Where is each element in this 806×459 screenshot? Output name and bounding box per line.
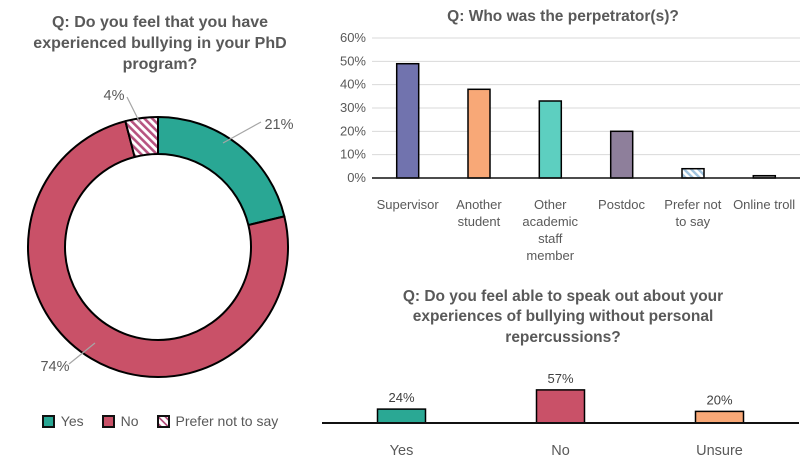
y-axis-tick-label: 40% (340, 77, 366, 92)
legend-label-no: No (120, 413, 139, 430)
perpetrator-bar-svg: 0% 10% 20% 30% 40% 50% 60% (340, 30, 800, 185)
y-axis-tick-label: 10% (340, 147, 366, 162)
legend-label-yes: Yes (60, 413, 84, 430)
x-axis-label-another-student: Another student (456, 197, 502, 229)
donut-label-leader-no (68, 342, 96, 365)
speak-out-bar-svg: 24% 57% 20% (322, 371, 799, 424)
speakout-bar-chart: 24% 57% 20% (320, 361, 806, 436)
bar-other-academic-staff-member (538, 100, 563, 179)
perpetrator-chart-block: Q: Who was the perpetrator(s)? 0% 10% 20% 3… (320, 8, 806, 265)
donut-svg: 21% 74% 4% (27, 88, 294, 379)
bar-yes (376, 408, 427, 424)
perpetrator-x-axis-labels: Supervisor Another student Other academic … (372, 197, 806, 265)
legend-label-prefer-not-to-say: Prefer not to say (175, 413, 279, 430)
y-axis-tick-label: 0% (347, 170, 366, 185)
speakout-x-axis-labels: Yes No Unsure (322, 443, 806, 459)
donut-chart-title: Q: Do you feel that you have experienced… (33, 14, 287, 74)
x-axis-label-unsure: Unsure (696, 442, 743, 459)
y-axis-tick-label: 50% (340, 53, 366, 68)
x-axis-label-no: No (551, 442, 570, 459)
legend-item-prefer-not-to-say: Prefer not to say (156, 413, 279, 430)
donut-label-leader-yes (222, 121, 262, 144)
legend-item-no: No (101, 413, 139, 430)
perpetrator-bar-chart: 0% 10% 20% 30% 40% 50% 60% (320, 26, 806, 193)
donut-value-label-prefer-not-to-say: 4% (104, 88, 125, 104)
x-axis-label-other-academic-staff-member: Other academic staff member (522, 197, 579, 263)
perpetrator-chart-title: Q: Who was the perpetrator(s)? (447, 8, 679, 25)
bar-supervisor (395, 62, 420, 179)
legend-swatch-yes (41, 414, 55, 428)
donut-chart: 21% 74% 4% (0, 77, 320, 409)
x-axis-label-yes: Yes (389, 442, 414, 459)
bar-data-label-yes: 24% (388, 390, 414, 405)
x-axis-label-postdoc: Postdoc (598, 197, 646, 212)
donut-value-label-no: 74% (40, 359, 69, 375)
donut-slice-yes (157, 116, 286, 227)
speakout-chart-block: Q: Do you feel able to speak out about y… (320, 287, 806, 459)
y-axis-tick-label: 20% (340, 123, 366, 138)
donut-slice-no (27, 120, 289, 379)
y-axis-tick-label: 30% (340, 100, 366, 115)
speakout-chart-title: Q: Do you feel able to speak out about y… (402, 287, 724, 347)
donut-chart-legend: Yes No Prefer not to say (0, 413, 320, 429)
bar-data-label-no: 57% (547, 371, 573, 386)
bar-no (535, 389, 586, 424)
legend-swatch-no (101, 414, 115, 428)
y-axis-tick-label: 60% (340, 30, 366, 45)
x-axis-label-prefer-not-to-say: Prefer not to say (664, 197, 722, 229)
x-axis-label-online-troll: Online troll (733, 197, 796, 212)
donut-chart-section: Q: Do you feel that you have experienced… (0, 0, 320, 429)
bar-prefer-not-to-say (681, 167, 705, 179)
bar-charts-section: Q: Who was the perpetrator(s)? 0% 10% 20% 3… (320, 0, 806, 459)
donut-value-label-yes: 21% (264, 117, 293, 133)
donut-label-leader-prefer-not-to-say (126, 97, 141, 124)
legend-swatch-prefer-not-to-say (156, 414, 170, 428)
bar-another-student (467, 88, 491, 179)
bar-postdoc (609, 130, 634, 179)
bar-data-label-unsure: 20% (706, 392, 732, 407)
bar-unsure (694, 410, 745, 424)
x-axis-label-supervisor: Supervisor (376, 197, 439, 212)
donut-slice-prefer-not-to-say (124, 116, 159, 159)
legend-item-yes: Yes (41, 413, 84, 430)
